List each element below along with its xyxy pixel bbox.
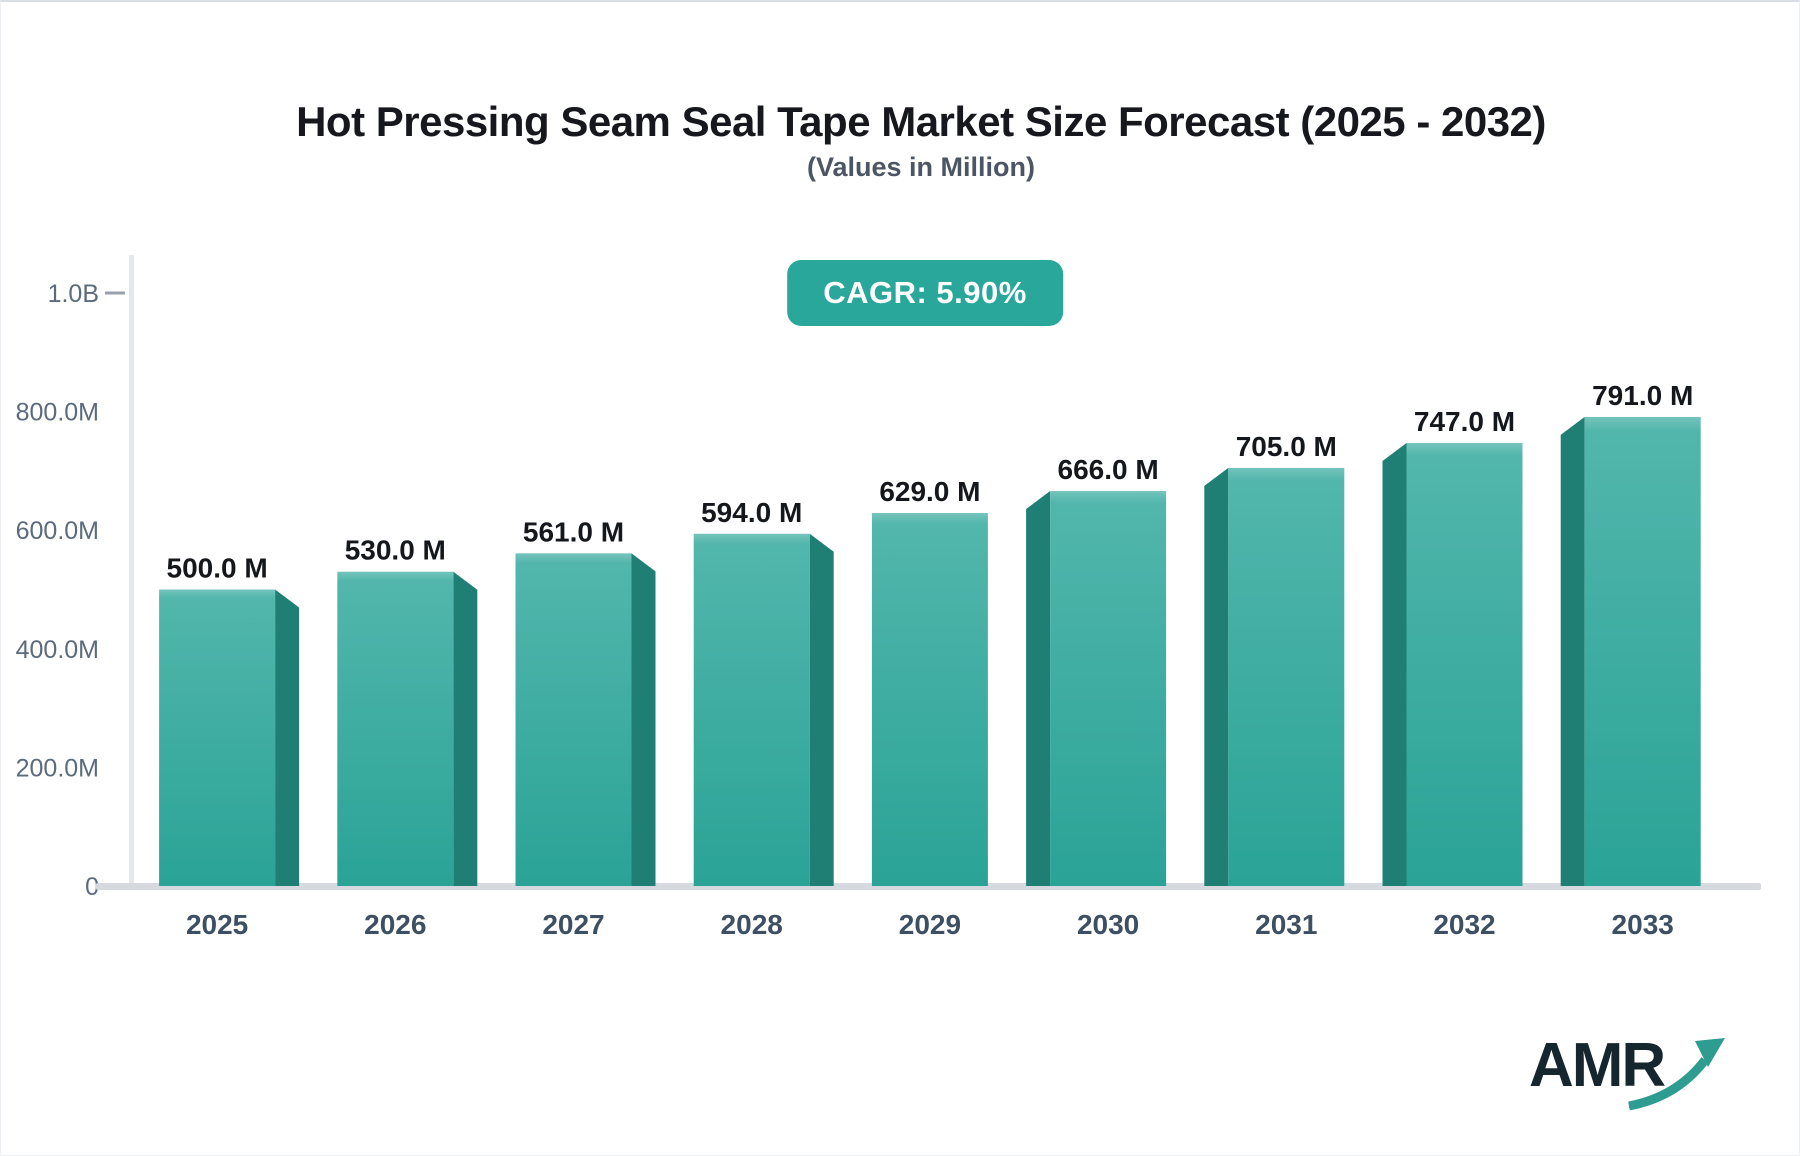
bar-side-face	[631, 553, 656, 886]
bar-value-label: 561.0 M	[523, 516, 624, 547]
bar-2033	[1584, 416, 1701, 886]
bar-2029	[871, 513, 988, 886]
x-tick-label: 2032	[1433, 909, 1495, 940]
bar-2026	[337, 571, 454, 886]
bar-2027	[515, 553, 632, 886]
y-tick-label: 200.0M	[16, 754, 99, 782]
bar-value-label: 791.0 M	[1592, 380, 1693, 411]
y-tick-label: 600.0M	[16, 517, 99, 545]
bar-side-face	[809, 533, 834, 886]
page-subtitle: (Values in Million)	[806, 152, 1036, 182]
x-tick-label: 2033	[1612, 909, 1674, 940]
bar-2025	[159, 589, 276, 886]
y-tick-label: 400.0M	[16, 636, 99, 664]
bar-value-label: 530.0 M	[345, 535, 446, 566]
bar-value-label: 666.0 M	[1058, 454, 1159, 485]
x-axis-baseline	[96, 883, 1761, 890]
bar-2031	[1228, 467, 1345, 886]
bar-value-label: 747.0 M	[1414, 406, 1515, 437]
y-axis-line	[129, 255, 134, 886]
bar-value-label: 594.0 M	[701, 497, 802, 528]
bar-2030	[1050, 491, 1167, 886]
x-tick-label: 2029	[899, 909, 961, 940]
x-tick-label: 2026	[364, 909, 426, 940]
cagr-badge: CAGR: 5.90%	[787, 260, 1063, 326]
bar-value-label: 705.0 M	[1236, 431, 1337, 462]
bar-side-face	[453, 571, 478, 886]
x-tick-label: 2025	[186, 909, 248, 940]
growth-arrow-icon	[1628, 1038, 1725, 1111]
page-title: Hot Pressing Seam Seal Tape Market Size …	[296, 98, 1546, 145]
bar-value-label: 629.0 M	[879, 476, 980, 507]
y-tick-label: 800.0M	[16, 399, 99, 427]
bar-side-face	[1026, 491, 1051, 886]
x-tick-label: 2028	[721, 909, 783, 940]
bar-side-face	[1382, 443, 1407, 886]
x-tick-label: 2030	[1077, 909, 1139, 940]
y-tick-label: 1.0B	[48, 280, 99, 308]
amr-logo-text: AMR	[1529, 1031, 1666, 1100]
y-tick-dash	[105, 291, 125, 295]
bar-2028	[693, 533, 810, 886]
bar-2032	[1406, 443, 1523, 886]
y-tick-label: 0	[85, 873, 99, 901]
bar-side-face	[275, 589, 300, 886]
bar-value-label: 500.0 M	[167, 553, 268, 584]
x-tick-label: 2027	[542, 909, 604, 940]
x-tick-label: 2031	[1255, 909, 1317, 940]
bar-side-face	[1560, 416, 1585, 886]
amr-logo: AMR	[1529, 1030, 1729, 1120]
bar-side-face	[1204, 467, 1229, 886]
